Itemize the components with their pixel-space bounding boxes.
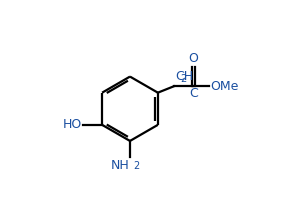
Text: O: O [188, 52, 198, 65]
Text: C: C [189, 87, 198, 100]
Text: 2: 2 [181, 74, 187, 84]
Text: OMe: OMe [210, 80, 239, 93]
Text: 2: 2 [134, 161, 140, 171]
Text: NH: NH [111, 159, 129, 172]
Text: CH: CH [175, 70, 193, 83]
Text: HO: HO [63, 118, 82, 131]
